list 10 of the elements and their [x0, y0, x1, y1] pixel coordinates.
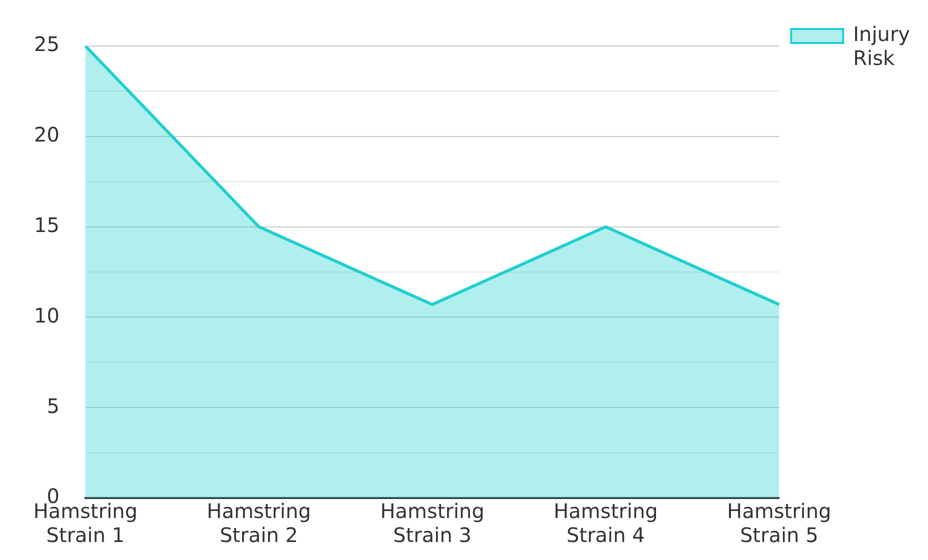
- x-tick-label: Hamstring Strain 2: [206, 499, 311, 548]
- x-tick-label: Hamstring Strain 5: [727, 499, 832, 548]
- x-tick-label: Hamstring Strain 3: [380, 499, 484, 548]
- y-tick-label: 15: [34, 213, 60, 238]
- y-tick-label: 25: [34, 32, 60, 56]
- y-tick-label: 10: [34, 303, 60, 328]
- x-tick-label: Hamstring Strain 4: [554, 499, 658, 548]
- legend-label: Injury Risk: [853, 22, 910, 70]
- y-tick-label: 20: [34, 122, 60, 147]
- y-tick-label: 5: [46, 394, 60, 418]
